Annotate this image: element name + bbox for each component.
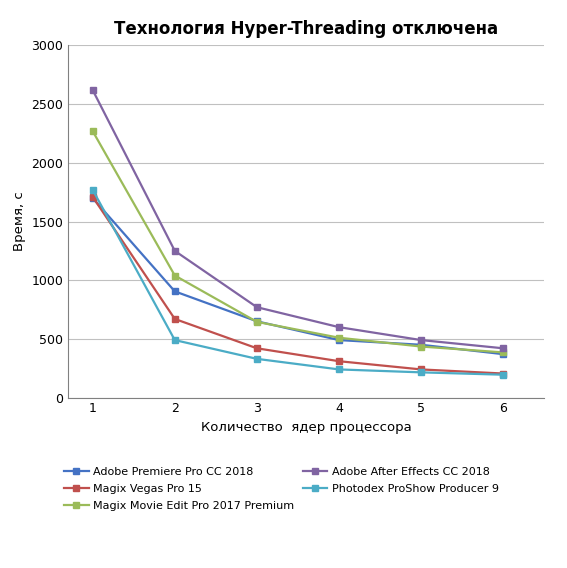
X-axis label: Количество  ядер процессора: Количество ядер процессора [201,421,412,434]
Adobe Premiere Pro CC 2018 [500,351,507,358]
Line: Adobe Premiere Pro CC 2018: Adobe Premiere Pro CC 2018 [89,195,507,358]
Photodex ProShow Producer 9 [418,369,425,376]
Adobe After Effects CC 2018 [418,337,425,344]
Line: Magix Movie Edit Pro 2017 Premium: Magix Movie Edit Pro 2017 Premium [89,128,507,356]
Adobe After Effects CC 2018 [253,304,260,311]
Line: Adobe After Effects CC 2018: Adobe After Effects CC 2018 [89,86,507,352]
Adobe After Effects CC 2018 [171,248,178,254]
Magix Movie Edit Pro 2017 Premium [500,349,507,356]
Magix Vegas Pro 15 [500,370,507,377]
Adobe Premiere Pro CC 2018 [418,341,425,348]
Photodex ProShow Producer 9 [500,371,507,378]
Adobe Premiere Pro CC 2018 [171,288,178,295]
Line: Magix Vegas Pro 15: Magix Vegas Pro 15 [89,193,507,377]
Magix Vegas Pro 15 [336,358,342,365]
Y-axis label: Время, с: Время, с [12,191,26,252]
Magix Vegas Pro 15 [418,366,425,373]
Line: Photodex ProShow Producer 9: Photodex ProShow Producer 9 [89,186,507,378]
Adobe Premiere Pro CC 2018 [89,195,96,202]
Adobe After Effects CC 2018 [500,345,507,352]
Magix Vegas Pro 15 [253,345,260,352]
Adobe Premiere Pro CC 2018 [253,318,260,325]
Magix Movie Edit Pro 2017 Premium [171,272,178,279]
Magix Movie Edit Pro 2017 Premium [418,343,425,350]
Magix Vegas Pro 15 [89,194,96,201]
Legend: Adobe Premiere Pro CC 2018, Magix Vegas Pro 15, Magix Movie Edit Pro 2017 Premiu: Adobe Premiere Pro CC 2018, Magix Vegas … [64,466,499,511]
Photodex ProShow Producer 9 [171,337,178,344]
Adobe After Effects CC 2018 [89,87,96,94]
Adobe After Effects CC 2018 [336,324,342,331]
Magix Movie Edit Pro 2017 Premium [89,128,96,135]
Photodex ProShow Producer 9 [89,186,96,193]
Magix Movie Edit Pro 2017 Premium [253,319,260,325]
Photodex ProShow Producer 9 [336,366,342,373]
Magix Movie Edit Pro 2017 Premium [336,335,342,341]
Magix Vegas Pro 15 [171,316,178,323]
Title: Технология Hyper-Threading отключена: Технология Hyper-Threading отключена [114,20,498,38]
Adobe Premiere Pro CC 2018 [336,337,342,344]
Photodex ProShow Producer 9 [253,356,260,362]
